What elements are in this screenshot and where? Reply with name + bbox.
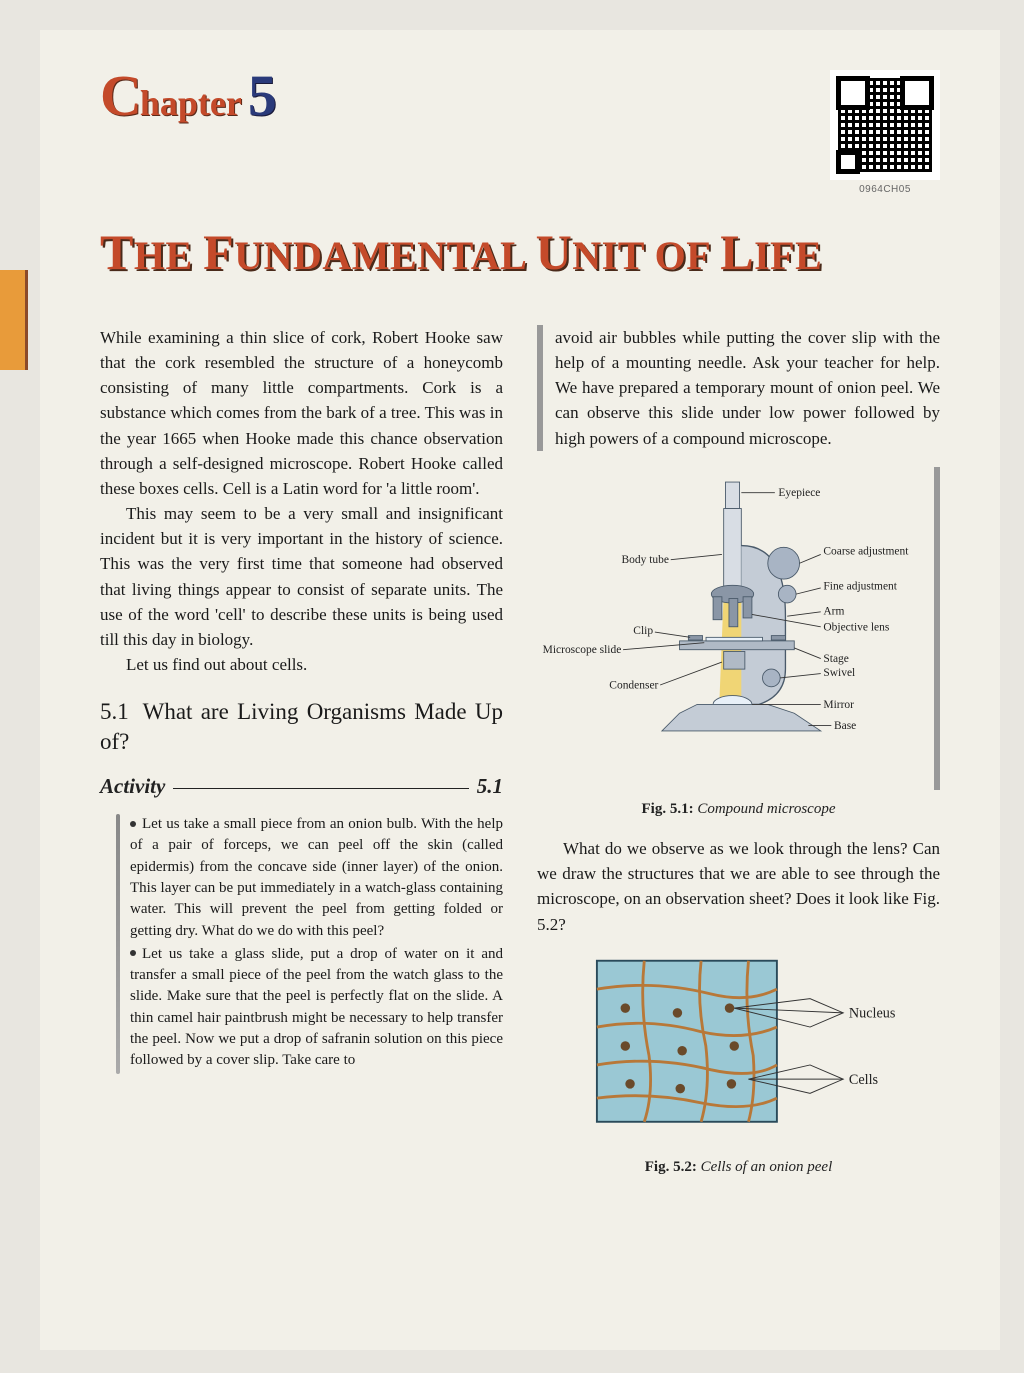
label-fine: Fine adjustment bbox=[823, 580, 897, 592]
bullet-icon bbox=[130, 950, 136, 956]
activity-label: Activity bbox=[100, 771, 165, 802]
label-slide: Microscope slide bbox=[543, 644, 622, 656]
activity-sidebar bbox=[116, 814, 120, 1074]
chapter-initial: C bbox=[100, 70, 142, 122]
label-base: Base bbox=[834, 720, 856, 732]
label-arm: Arm bbox=[823, 605, 844, 617]
label-condenser: Condenser bbox=[609, 679, 658, 691]
eyepiece-part bbox=[725, 482, 739, 508]
cells-svg: Nucleus Cells bbox=[559, 951, 919, 1141]
qr-code bbox=[830, 70, 940, 180]
right-column: avoid air bubbles while putting the cove… bbox=[537, 325, 940, 1178]
nucleus-dot bbox=[620, 1003, 629, 1012]
slide-part bbox=[706, 637, 762, 641]
chapter-header-row: C hapter 5 0964CH05 bbox=[100, 70, 940, 195]
cells-figure: Nucleus Cells Fig. 5.2: Cells of an onio… bbox=[537, 951, 940, 1178]
coarse-knob bbox=[768, 547, 800, 579]
note-text: avoid air bubbles while putting the cove… bbox=[555, 325, 940, 451]
intro-para-1: While examining a thin slice of cork, Ro… bbox=[100, 325, 503, 501]
objective-3 bbox=[743, 597, 752, 618]
body-tube-part bbox=[724, 508, 742, 587]
base-part bbox=[662, 704, 821, 730]
label-stage: Stage bbox=[823, 653, 848, 665]
label-coarse: Coarse adjustment bbox=[823, 545, 909, 557]
qr-block: 0964CH05 bbox=[830, 70, 940, 195]
activity-para-2: Let us take a glass slide, put a drop of… bbox=[130, 944, 503, 1072]
activity-body: Let us take a small piece from an onion … bbox=[100, 814, 503, 1074]
label-clip: Clip bbox=[633, 625, 653, 637]
fig-5-1-caption: Fig. 5.1: Compound microscope bbox=[537, 798, 940, 820]
intro-para-3: Let us find out about cells. bbox=[100, 652, 503, 677]
chapter-word: hapter bbox=[140, 82, 242, 124]
clip-left bbox=[688, 635, 702, 639]
activity-heading: Activity 5.1 bbox=[100, 771, 503, 802]
chapter-title: THE FUNDAMENTAL UNIT OF LIFE bbox=[100, 223, 940, 281]
chapter-number: 5 bbox=[248, 70, 277, 122]
page: C hapter 5 0964CH05 THE FUNDAMENTAL UNIT… bbox=[40, 30, 1000, 1350]
qr-code-label: 0964CH05 bbox=[830, 184, 940, 195]
activity-text: Let us take a small piece from an onion … bbox=[130, 814, 503, 1074]
left-column: While examining a thin slice of cork, Ro… bbox=[100, 325, 503, 1178]
clip-right bbox=[771, 635, 785, 639]
objective-1 bbox=[713, 597, 722, 620]
activity-rule bbox=[173, 788, 468, 789]
section-title-text: What are Living Organisms Made Up of? bbox=[100, 699, 503, 754]
section-number: 5.1 bbox=[100, 699, 129, 724]
objective-2 bbox=[729, 598, 738, 626]
page-edge-tab bbox=[0, 270, 28, 370]
bullet-icon bbox=[130, 821, 136, 827]
activity-number: 5.1 bbox=[477, 771, 503, 802]
swivel-part bbox=[763, 669, 781, 687]
continuation-note: avoid air bubbles while putting the cove… bbox=[537, 325, 940, 451]
label-cells: Cells bbox=[848, 1072, 878, 1088]
fig-5-2-caption: Fig. 5.2: Cells of an onion peel bbox=[537, 1156, 940, 1178]
chapter-label: C hapter 5 bbox=[100, 70, 277, 124]
label-mirror: Mirror bbox=[823, 699, 854, 711]
label-nucleus: Nucleus bbox=[848, 1005, 895, 1021]
microscope-figure: Eyepiece Body tube Coarse adjustment Fin… bbox=[537, 467, 940, 790]
two-column-layout: While examining a thin slice of cork, Ro… bbox=[100, 325, 940, 1178]
stage-part bbox=[680, 641, 795, 650]
label-eyepiece: Eyepiece bbox=[778, 487, 820, 499]
intro-para-2: This may seem to be a very small and ins… bbox=[100, 501, 503, 652]
section-heading: 5.1 What are Living Organisms Made Up of… bbox=[100, 697, 503, 757]
microscope-svg: Eyepiece Body tube Coarse adjustment Fin… bbox=[541, 475, 924, 775]
fine-knob bbox=[778, 585, 796, 603]
label-objective: Objective lens bbox=[823, 621, 889, 633]
condenser-part bbox=[724, 651, 745, 669]
label-body-tube: Body tube bbox=[622, 554, 669, 566]
label-swivel: Swivel bbox=[823, 667, 855, 679]
activity-para-1: Let us take a small piece from an onion … bbox=[130, 814, 503, 942]
observe-para: What do we observe as we look through th… bbox=[537, 836, 940, 937]
